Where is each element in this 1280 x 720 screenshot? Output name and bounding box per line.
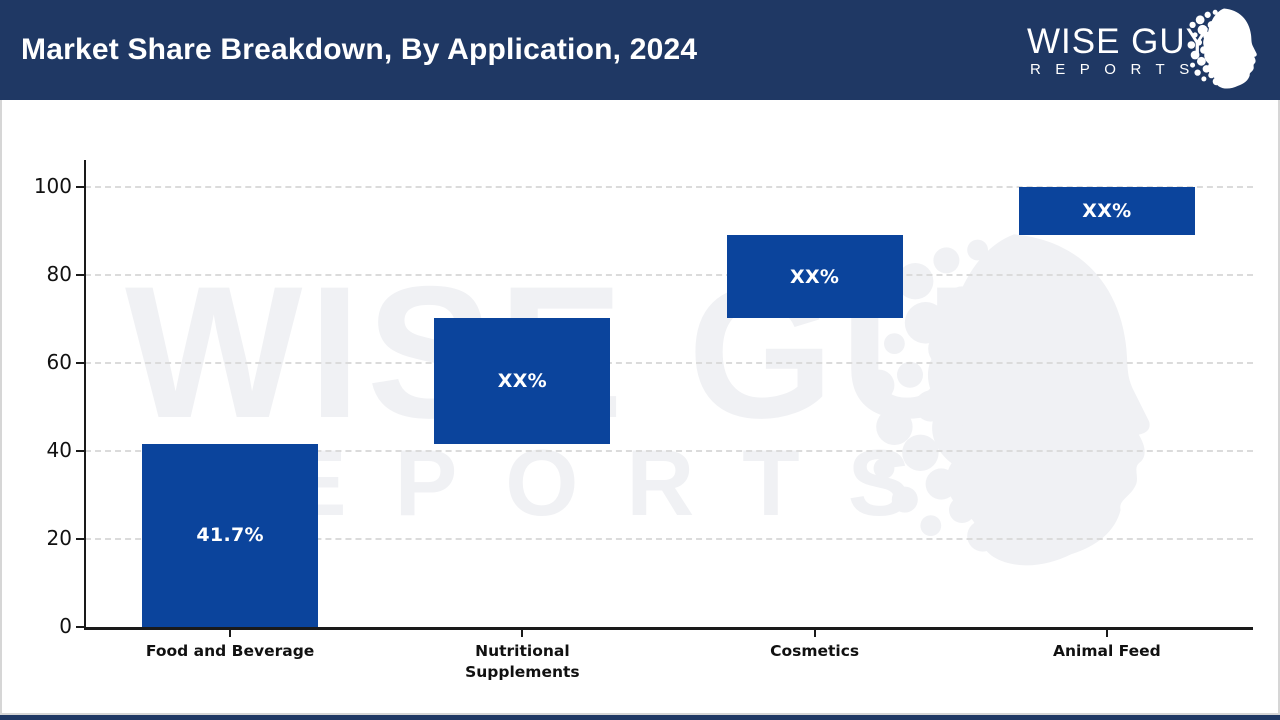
- bar-nutritional-supplements: XX%: [434, 318, 611, 444]
- bar-value-label: XX%: [1082, 200, 1132, 223]
- frame-left: [0, 100, 2, 720]
- bar-food-and-beverage: 41.7%: [142, 443, 319, 627]
- gridline-100: [85, 186, 1253, 188]
- frame-bottom: [0, 713, 1280, 715]
- x-axis-line: [84, 627, 1253, 630]
- y-axis-tick-label: 40: [46, 438, 72, 462]
- x-axis-category-label: Food and Beverage: [145, 642, 315, 660]
- y-axis-line: [84, 160, 86, 629]
- y-axis-tick-mark: [76, 274, 84, 276]
- y-axis-tick-label: 20: [46, 526, 72, 550]
- logo-text: WISE GUY REPORTS: [1027, 24, 1210, 77]
- gridline-40: [85, 450, 1253, 452]
- bar-animal-feed: XX%: [1018, 187, 1195, 236]
- logo-wordmark: WISE GUY: [1026, 21, 1210, 61]
- y-axis-tick-mark: [76, 362, 84, 364]
- y-axis-tick-label: 60: [46, 350, 72, 374]
- bar-value-label: 41.7%: [196, 524, 264, 547]
- logo-subtitle: REPORTS: [1029, 60, 1204, 78]
- x-axis-category-label: Cosmetics: [770, 642, 860, 660]
- y-axis-tick-label: 80: [46, 262, 72, 286]
- gridline-80: [85, 274, 1253, 276]
- bar-value-label: XX%: [497, 369, 547, 392]
- gridline-60: [85, 362, 1253, 364]
- y-axis-tick-label: 100: [33, 174, 72, 198]
- frame-right: [1278, 100, 1280, 720]
- bar-value-label: XX%: [790, 265, 840, 288]
- x-axis-tick-mark: [1105, 629, 1108, 637]
- wise-guy-reports-logo: WISE GUY REPORTS: [1027, 0, 1272, 100]
- x-axis-tick-mark: [813, 629, 816, 637]
- header-bar: Market Share Breakdown, By Application, …: [0, 0, 1280, 100]
- y-axis-tick-mark: [76, 450, 84, 452]
- watermark-face-icon: [863, 234, 1150, 566]
- logo-face-icon: [1187, 8, 1257, 89]
- x-axis-category-label: Nutritional Supplements: [465, 642, 580, 681]
- page-title: Market Share Breakdown, By Application, …: [21, 33, 698, 66]
- y-axis-tick-mark: [76, 538, 84, 540]
- gridline-20: [85, 538, 1253, 540]
- x-axis-tick-mark: [229, 629, 232, 637]
- footer-strip: [0, 715, 1280, 720]
- x-axis-tick-mark: [521, 629, 524, 637]
- y-axis-tick-mark: [76, 186, 84, 188]
- x-axis-category-label: Animal Feed: [1053, 642, 1161, 660]
- y-axis-tick-label: 0: [59, 614, 72, 638]
- bar-cosmetics: XX%: [726, 235, 903, 319]
- y-axis-tick-mark: [76, 626, 84, 628]
